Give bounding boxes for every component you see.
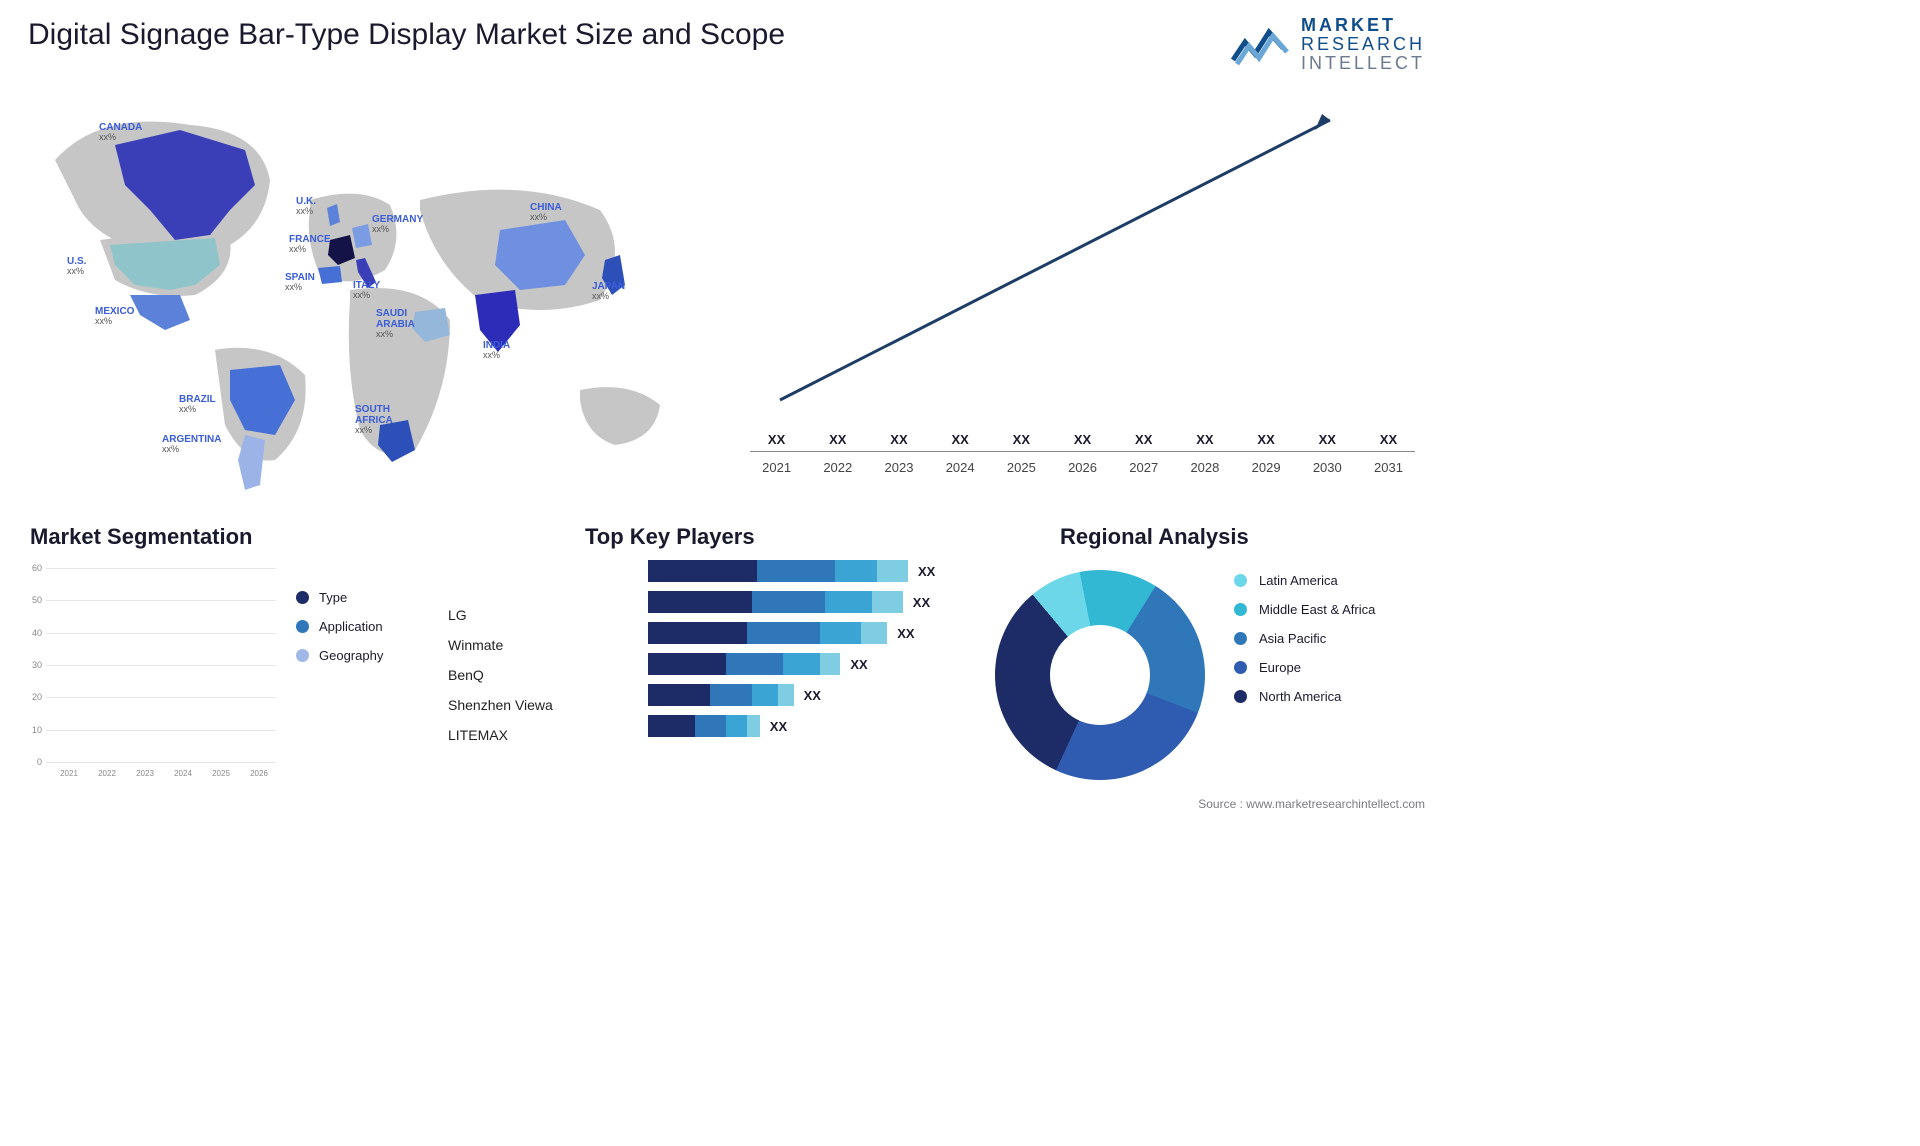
growth-xlabel: 2029 (1240, 460, 1293, 475)
seg-legend-item: Geography (296, 648, 383, 663)
growth-chart: XXXXXXXXXXXXXXXXXXXXXX 20212022202320242… (740, 90, 1420, 480)
seg-legend-item: Type (296, 590, 383, 605)
seg-xlabel: 2022 (92, 769, 122, 778)
growth-xlabel: 2023 (872, 460, 925, 475)
regional-chart: Latin America Middle East & Africa Asia Pa… (990, 555, 1430, 795)
growth-xlabel: 2030 (1301, 460, 1354, 475)
segmentation-chart: 0 10 20 30 40 50 60 2021 2022 2023 2024 2025 2026 Ty… (18, 560, 438, 800)
map-label-china: CHINAxx% (530, 202, 562, 223)
seg-ytick: 0 (20, 757, 42, 767)
section-segmentation-title: Market Segmentation (30, 524, 253, 550)
player-name: LITEMAX (448, 720, 553, 750)
section-regional-title: Regional Analysis (1060, 524, 1249, 550)
map-label-spain: SPAINxx% (285, 272, 315, 293)
logo-text-3: INTELLECT (1301, 54, 1425, 73)
page-title: Digital Signage Bar-Type Display Market … (28, 18, 785, 52)
growth-xlabel: 2028 (1178, 460, 1231, 475)
seg-ytick: 60 (20, 563, 42, 573)
growth-xlabel: 2027 (1117, 460, 1170, 475)
seg-ytick: 40 (20, 628, 42, 638)
map-label-mexico: MEXICOxx% (95, 306, 134, 327)
regional-legend-item: North America (1234, 689, 1375, 704)
map-label-germany: GERMANYxx% (372, 214, 423, 235)
player-bar: XX (648, 591, 958, 613)
brand-logo: MARKET RESEARCH INTELLECT (1231, 16, 1425, 73)
growth-xlabel: 2025 (995, 460, 1048, 475)
seg-xlabel: 2023 (130, 769, 160, 778)
map-label-us: U.S.xx% (67, 256, 86, 277)
logo-text-1: MARKET (1301, 16, 1425, 35)
seg-ytick: 10 (20, 725, 42, 735)
regional-legend-item: Asia Pacific (1234, 631, 1375, 646)
map-label-argentina: ARGENTINAxx% (162, 434, 221, 455)
map-label-italy: ITALYxx% (353, 280, 380, 301)
seg-ytick: 20 (20, 692, 42, 702)
regional-legend-item: Middle East & Africa (1234, 602, 1375, 617)
growth-xlabel: 2026 (1056, 460, 1109, 475)
seg-xlabel: 2025 (206, 769, 236, 778)
regional-legend-item: Europe (1234, 660, 1375, 675)
section-players-title: Top Key Players (585, 524, 755, 550)
growth-xlabel: 2021 (750, 460, 803, 475)
player-name: Shenzhen Viewa (448, 690, 553, 720)
logo-text-2: RESEARCH (1301, 35, 1425, 54)
seg-xlabel: 2024 (168, 769, 198, 778)
growth-xlabel: 2024 (934, 460, 987, 475)
seg-ytick: 30 (20, 660, 42, 670)
seg-legend-item: Application (296, 619, 383, 634)
map-label-japan: JAPANxx% (592, 281, 625, 302)
map-label-southafrica: SOUTHAFRICAxx% (355, 404, 393, 436)
player-bar: XX (648, 622, 958, 644)
seg-xlabel: 2026 (244, 769, 274, 778)
map-country-mexico (130, 295, 190, 330)
players-chart: LGWinmateBenQShenzhen ViewaLITEMAX XX XX X… (448, 560, 968, 800)
seg-ytick: 50 (20, 595, 42, 605)
map-label-france: FRANCExx% (289, 234, 331, 255)
map-label-canada: CANADAxx% (99, 122, 142, 143)
player-bar: XX (648, 715, 958, 737)
map-label-saudiarabia: SAUDIARABIAxx% (376, 308, 415, 340)
source-text: Source : www.marketresearchintellect.com (1198, 797, 1425, 811)
player-name: Winmate (448, 630, 553, 660)
player-name: LG (448, 600, 553, 630)
player-bar: XX (648, 684, 958, 706)
player-bar: XX (648, 560, 958, 582)
growth-xlabel: 2031 (1362, 460, 1415, 475)
map-country-spain (318, 266, 342, 284)
player-bar: XX (648, 653, 958, 675)
map-label-uk: U.K.xx% (296, 196, 316, 217)
seg-xlabel: 2021 (54, 769, 84, 778)
world-map: CANADAxx% U.S.xx% MEXICOxx% BRAZILxx% ARGENT… (20, 90, 710, 490)
logo-icon (1231, 20, 1291, 68)
regional-legend-item: Latin America (1234, 573, 1375, 588)
player-name: BenQ (448, 660, 553, 690)
map-label-india: INDIAxx% (483, 340, 510, 361)
growth-xlabel: 2022 (811, 460, 864, 475)
map-label-brazil: BRAZILxx% (179, 394, 216, 415)
